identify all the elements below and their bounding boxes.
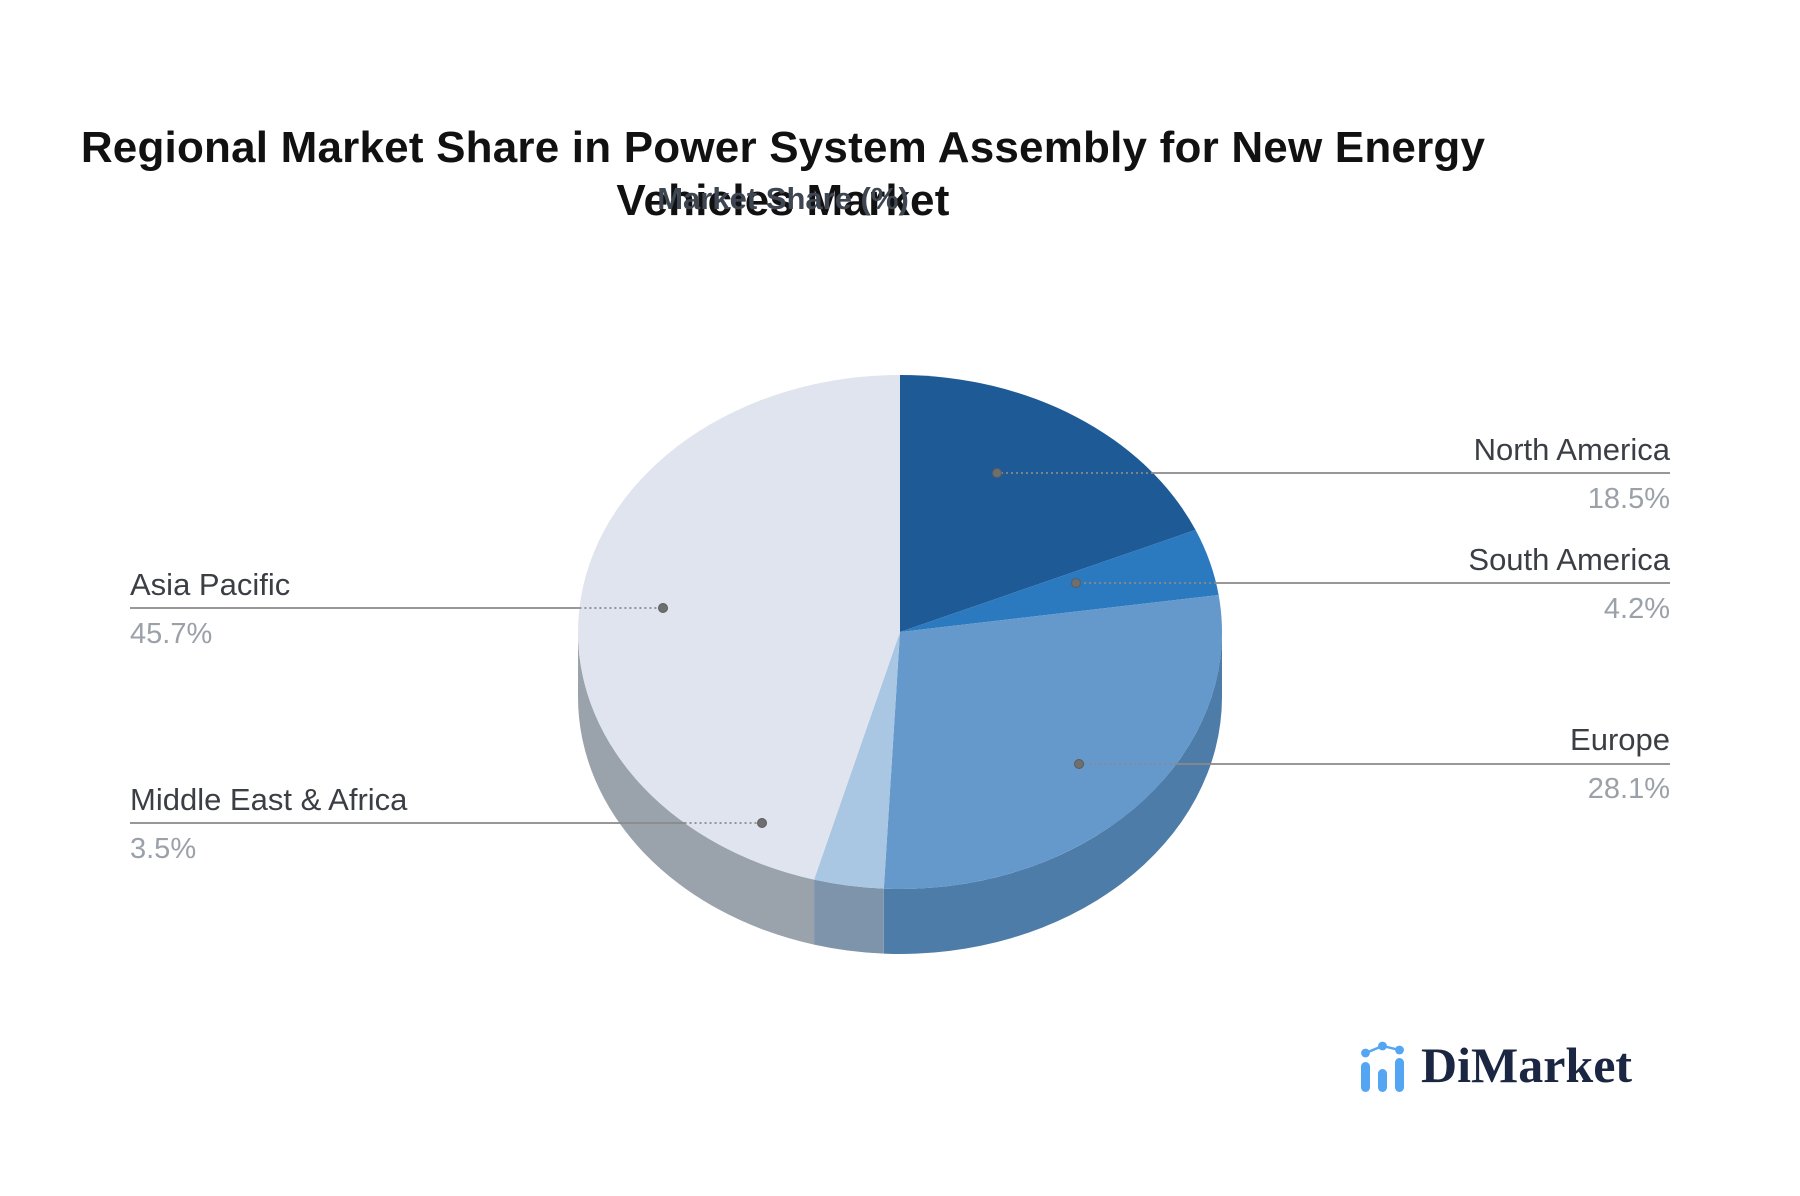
pie-slice-asia-pacific [577,375,900,880]
pie-side-europe [883,632,1222,954]
bar-line-chart-icon [1361,1041,1404,1092]
chart-title: Regional Market Share in Power System As… [80,123,1486,225]
slice-label-south-america: South America [1468,542,1670,577]
pie-slice-north-america [900,375,1196,632]
anchor-dot-middle-east-africa [757,818,767,828]
anchor-dot-north-america [992,468,1002,478]
anchor-dot-asia-pacific [658,603,668,613]
pie-slice-south-america [900,529,1219,632]
logo-wordmark: DiMarket [1421,1037,1633,1093]
pie-side-middle-east-africa [814,879,884,954]
slice-value-north-america: 18.5% [1587,483,1670,515]
chart-subtitle: Market Share (%) [657,181,909,216]
slice-value-asia-pacific: 45.7% [130,618,213,650]
slice-value-south-america: 4.2% [1603,593,1670,625]
anchor-dot-europe [1074,759,1084,769]
slice-value-europe: 28.1% [1587,773,1670,805]
slice-label-europe: Europe [1570,722,1670,757]
pie-slice-europe [883,594,1222,889]
anchor-dot-south-america [1071,578,1081,588]
pie-slice-middle-east-africa [814,632,900,889]
slice-label-middle-east-africa: Middle East & Africa [130,782,408,817]
dimarket-logo: DiMarket [1358,1032,1632,1092]
slice-label-north-america: North America [1473,432,1670,467]
slice-value-middle-east-africa: 3.5% [130,833,197,865]
slice-label-asia-pacific: Asia Pacific [130,567,291,602]
pie-side-asia-pacific [578,632,815,945]
